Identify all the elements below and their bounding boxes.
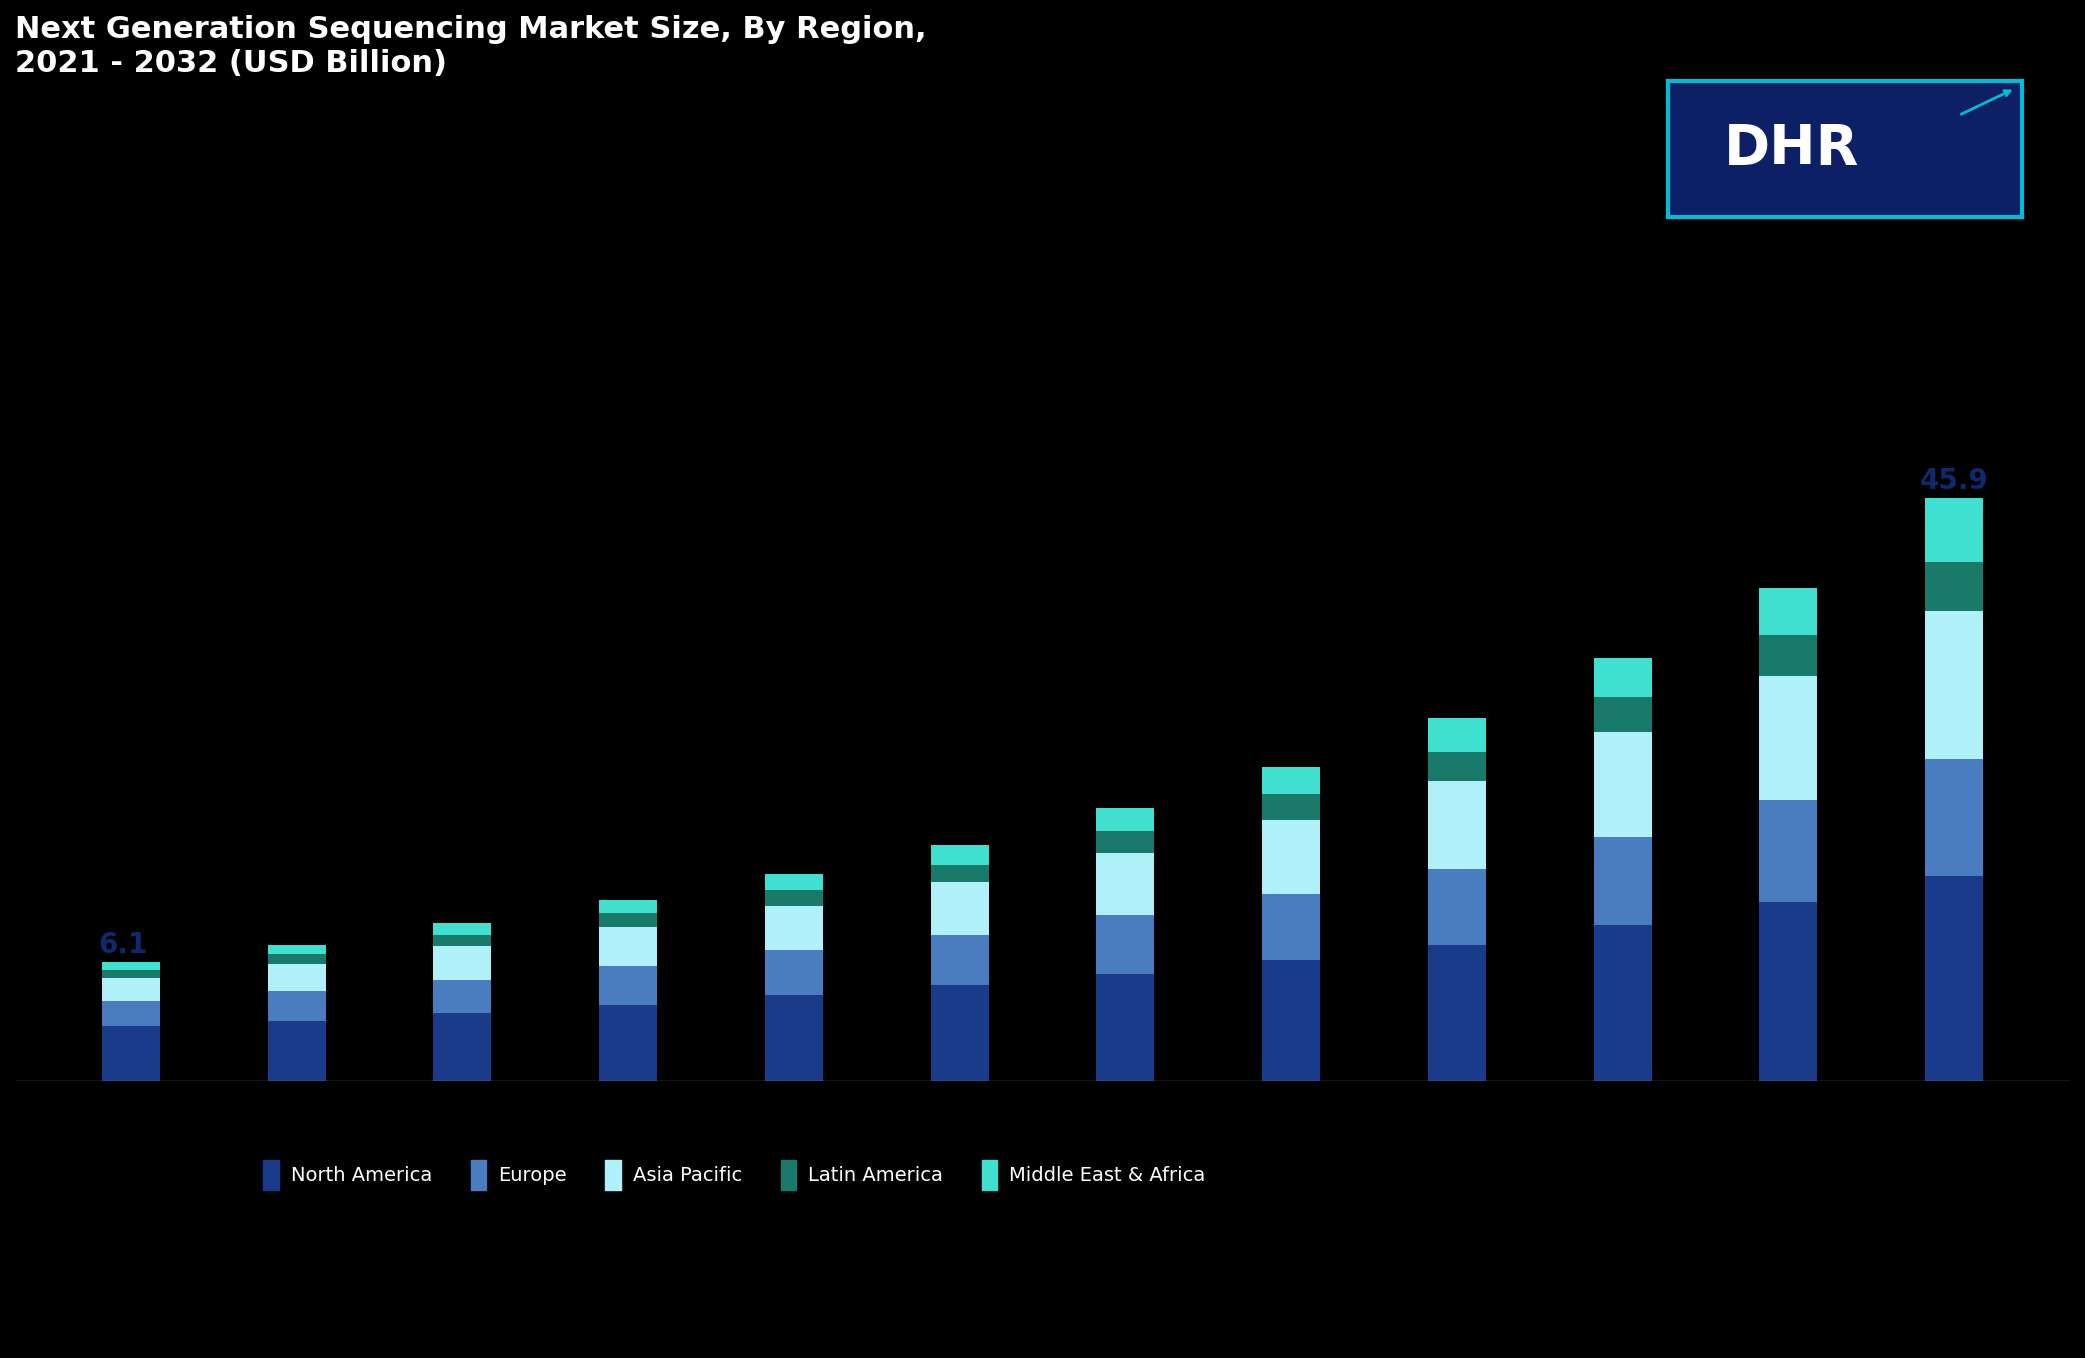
Bar: [1097, 915, 1155, 974]
Bar: [1261, 960, 1320, 1081]
Bar: [102, 961, 161, 970]
Bar: [1593, 925, 1651, 1081]
Bar: [1593, 838, 1651, 925]
Legend: North America, Europe, Asia Pacific, Latin America, Middle East & Africa: North America, Europe, Asia Pacific, Lat…: [256, 1153, 1213, 1198]
Bar: [1924, 498, 1983, 562]
Bar: [1428, 718, 1487, 751]
Bar: [434, 923, 492, 934]
Bar: [1760, 800, 1818, 902]
Bar: [1261, 767, 1320, 794]
Bar: [1261, 794, 1320, 820]
Bar: [102, 1001, 161, 1027]
Bar: [930, 845, 988, 865]
Bar: [1097, 853, 1155, 915]
Bar: [1924, 876, 1983, 1081]
Bar: [930, 934, 988, 986]
Bar: [1924, 562, 1983, 611]
Bar: [598, 928, 657, 966]
Bar: [1593, 659, 1651, 697]
Bar: [267, 1021, 325, 1081]
Bar: [765, 951, 824, 995]
Bar: [765, 875, 824, 889]
Bar: [1428, 781, 1487, 869]
Bar: [765, 889, 824, 906]
Bar: [1593, 732, 1651, 838]
Bar: [102, 1027, 161, 1081]
Bar: [1097, 831, 1155, 853]
Text: DHR: DHR: [1724, 122, 1860, 177]
Bar: [267, 964, 325, 991]
Bar: [1924, 611, 1983, 759]
Bar: [930, 883, 988, 934]
Bar: [598, 914, 657, 928]
Text: 45.9: 45.9: [1920, 467, 1989, 496]
Bar: [765, 906, 824, 951]
Bar: [434, 979, 492, 1013]
Bar: [598, 900, 657, 914]
Bar: [765, 995, 824, 1081]
Bar: [1760, 675, 1818, 800]
Bar: [1428, 945, 1487, 1081]
Bar: [1593, 697, 1651, 732]
Bar: [1261, 820, 1320, 894]
Bar: [267, 991, 325, 1021]
Bar: [1428, 751, 1487, 781]
Bar: [598, 966, 657, 1005]
Bar: [930, 986, 988, 1081]
Bar: [1261, 894, 1320, 960]
Bar: [267, 945, 325, 955]
Bar: [1924, 759, 1983, 876]
Bar: [1760, 634, 1818, 675]
Bar: [1097, 808, 1155, 831]
Bar: [434, 947, 492, 979]
Bar: [102, 970, 161, 978]
Bar: [267, 955, 325, 964]
Bar: [1428, 869, 1487, 945]
Bar: [1760, 902, 1818, 1081]
Bar: [598, 1005, 657, 1081]
Text: Next Generation Sequencing Market Size, By Region,
2021 - 2032 (USD Billion): Next Generation Sequencing Market Size, …: [15, 15, 926, 77]
Bar: [1097, 974, 1155, 1081]
Bar: [434, 1013, 492, 1081]
Bar: [930, 865, 988, 883]
Bar: [1760, 588, 1818, 634]
Bar: [434, 934, 492, 947]
Text: 6.1: 6.1: [98, 932, 148, 959]
Bar: [102, 978, 161, 1001]
